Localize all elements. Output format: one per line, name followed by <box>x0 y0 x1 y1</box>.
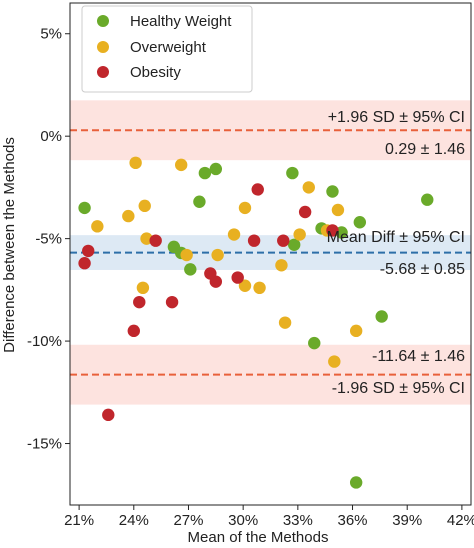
point-obesity <box>133 295 146 309</box>
point-overweight <box>293 228 306 241</box>
point-overweight <box>211 248 224 262</box>
y-tick-label: -10% <box>27 333 62 350</box>
legend-label-obesity: Obesity <box>130 64 181 81</box>
lower-loa-title: -1.96 SD ± 95% CI <box>332 380 465 397</box>
legend-label-healthy-weight: Healthy Weight <box>130 13 232 30</box>
point-overweight <box>138 199 151 213</box>
point-overweight <box>331 203 345 217</box>
x-axis-ticks: 21% 24% 27% 30% 33% 36% 39% 42% <box>64 505 474 529</box>
point-overweight <box>227 228 241 241</box>
point-overweight <box>302 181 315 194</box>
point-overweight <box>136 281 150 295</box>
point-overweight <box>238 201 252 215</box>
y-tick-label: 5% <box>40 26 62 43</box>
point-overweight <box>174 158 188 172</box>
y-tick-label: 0% <box>40 128 62 145</box>
lower-loa-value: -11.64 ± 1.46 <box>372 348 465 365</box>
legend-marker-healthy-weight <box>97 15 109 27</box>
reference-lines <box>70 129 471 376</box>
point-healthy-weight <box>421 193 434 206</box>
point-healthy-weight <box>78 201 91 215</box>
x-axis-title: Mean of the Methods <box>188 529 329 546</box>
point-obesity <box>251 183 264 196</box>
point-healthy-weight <box>375 310 388 323</box>
point-overweight <box>349 324 363 338</box>
point-overweight <box>180 248 193 262</box>
point-obesity <box>127 324 140 338</box>
point-overweight <box>253 281 266 295</box>
legend: Healthy Weight Overweight Obesity <box>81 5 253 93</box>
legend-marker-obesity <box>97 66 109 78</box>
data-points <box>78 156 434 489</box>
point-obesity <box>326 224 339 237</box>
y-axis-title: Difference between the Methods <box>1 137 18 353</box>
x-tick-label: 42% <box>447 512 474 529</box>
point-overweight <box>122 209 135 223</box>
upper-loa-title: +1.96 SD ± 95% CI <box>328 109 465 126</box>
point-obesity <box>298 205 312 219</box>
point-healthy-weight <box>193 195 206 208</box>
legend-label-overweight: Overweight <box>130 39 207 56</box>
point-overweight <box>328 355 341 368</box>
point-healthy-weight <box>209 162 223 176</box>
legend-box <box>81 5 253 93</box>
x-tick-label: 27% <box>173 512 203 529</box>
x-tick-label: 39% <box>392 512 422 529</box>
mean-diff-title: Mean Diff ± 95% CI <box>327 229 465 246</box>
point-healthy-weight <box>286 166 299 180</box>
point-obesity <box>82 244 95 258</box>
upper-loa-value: 0.29 ± 1.46 <box>385 141 465 158</box>
point-healthy-weight <box>198 166 212 180</box>
point-obesity <box>78 257 91 270</box>
x-tick-label: 33% <box>283 512 313 529</box>
point-overweight <box>129 156 142 170</box>
point-healthy-weight <box>353 216 367 229</box>
point-obesity <box>209 275 223 288</box>
point-obesity <box>149 234 162 247</box>
y-tick-label: -5% <box>35 231 62 248</box>
x-tick-label: 24% <box>119 512 149 529</box>
point-obesity <box>165 295 179 309</box>
point-obesity <box>102 408 115 422</box>
point-healthy-weight <box>349 476 363 489</box>
point-obesity <box>277 234 290 247</box>
point-overweight <box>278 316 292 329</box>
point-obesity <box>247 234 261 247</box>
point-healthy-weight <box>287 238 301 251</box>
y-tick-label: -15% <box>27 436 62 453</box>
point-overweight <box>238 279 252 292</box>
point-overweight <box>91 220 104 233</box>
mean-diff-value: -5.68 ± 0.85 <box>380 261 465 278</box>
point-healthy-weight <box>308 336 321 350</box>
x-tick-label: 36% <box>338 512 368 529</box>
point-obesity <box>231 271 244 284</box>
legend-marker-overweight <box>97 41 109 53</box>
point-overweight <box>275 259 288 272</box>
point-healthy-weight <box>326 185 339 198</box>
x-tick-label: 21% <box>64 512 94 529</box>
plot-frame <box>69 2 472 506</box>
y-axis-ticks: 5% 0% -5% -10% -15% <box>27 26 70 453</box>
point-healthy-weight <box>184 263 197 276</box>
x-tick-label: 30% <box>228 512 258 529</box>
